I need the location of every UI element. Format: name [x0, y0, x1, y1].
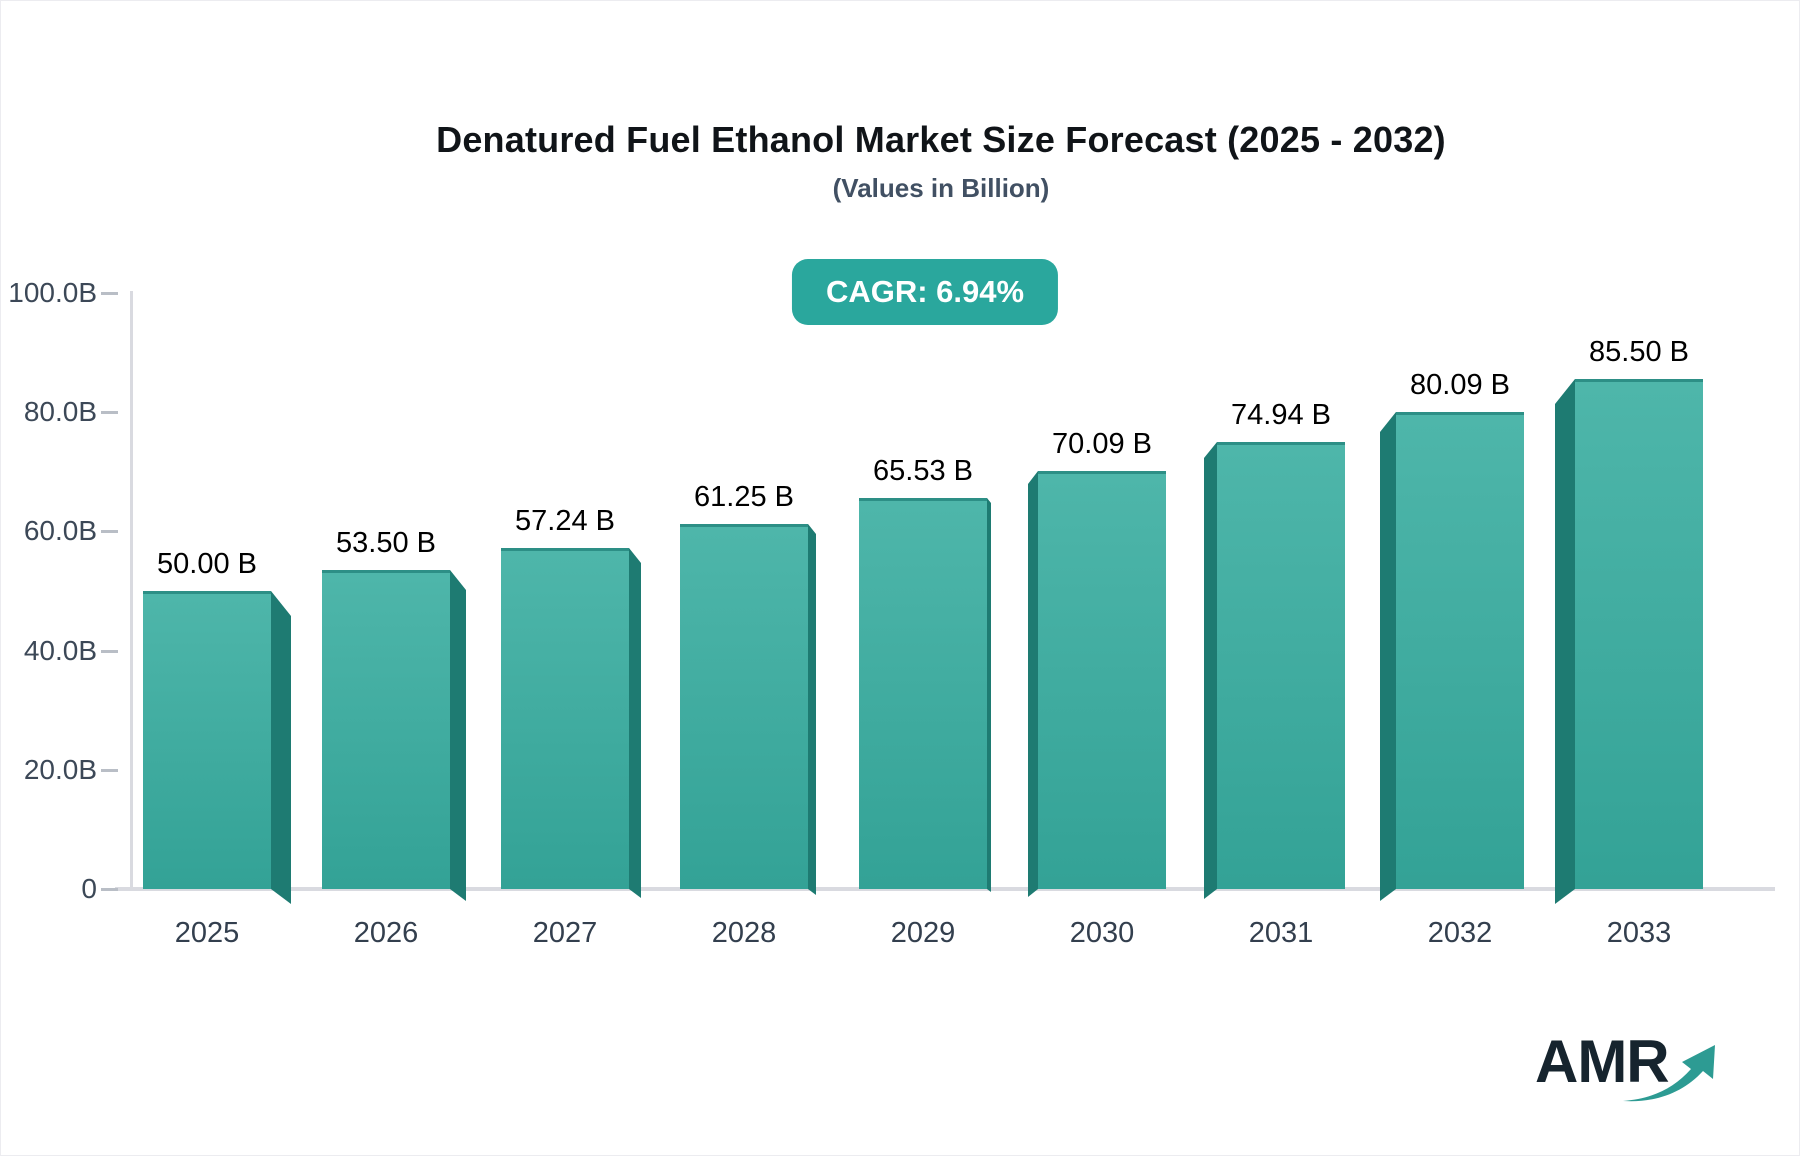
- x-axis-line: [115, 887, 1775, 891]
- x-tick-label: 2026: [353, 917, 419, 949]
- y-tick-label: 40.0B: [23, 634, 97, 666]
- bar-2028: [680, 524, 808, 889]
- bar-value-label: 65.53 B: [873, 455, 973, 487]
- y-tick-mark: [101, 411, 118, 415]
- y-tick-mark: [101, 888, 118, 891]
- cagr-badge: CAGR: 6.94%: [791, 259, 1059, 325]
- bar-2025: [143, 591, 271, 889]
- bar-side-face: [987, 498, 991, 892]
- bar-2026: [322, 570, 450, 889]
- bar-value-label: 74.94 B: [1231, 399, 1331, 431]
- bar-side-face: [808, 524, 816, 895]
- y-tick-mark: [101, 768, 118, 772]
- bar-value-label: 53.50 B: [336, 527, 436, 559]
- x-tick-label: 2032: [1427, 917, 1493, 949]
- bar-side-face: [1555, 379, 1575, 904]
- bar-2030: [1038, 471, 1166, 889]
- amr-logo-text: AMR: [1535, 1028, 1670, 1095]
- y-tick-mark: [101, 649, 118, 653]
- bar-2029: [859, 498, 987, 889]
- x-tick-label: 2028: [711, 917, 777, 949]
- growth-arrow-icon: [1623, 1045, 1715, 1102]
- x-tick-label: 2031: [1248, 917, 1314, 949]
- x-tick-label: 2029: [890, 917, 956, 949]
- bar-side-face: [629, 548, 641, 898]
- x-tick-label: 2033: [1606, 917, 1672, 949]
- bar-value-label: 70.09 B: [1052, 428, 1152, 460]
- bar-side-face: [271, 591, 291, 904]
- y-tick-label: 20.0B: [23, 753, 97, 785]
- y-tick-mark: [101, 530, 118, 534]
- y-tick-label: 0: [81, 873, 97, 904]
- bar-side-face: [450, 570, 466, 901]
- x-tick-label: 2027: [532, 917, 598, 949]
- x-tick-label: 2025: [174, 917, 240, 949]
- bar-value-label: 85.50 B: [1589, 336, 1689, 368]
- y-tick-label: 60.0B: [23, 515, 97, 547]
- chart-subtitle: (Values in Billion): [832, 173, 1050, 203]
- bar-value-label: 50.00 B: [157, 548, 257, 580]
- bar-value-label: 57.24 B: [515, 505, 615, 537]
- x-tick-label: 2030: [1069, 917, 1135, 949]
- y-tick-label: 80.0B: [23, 396, 97, 428]
- y-tick-mark: [101, 292, 118, 295]
- amr-logo: AMR: [1535, 1029, 1735, 1109]
- bar-2032: [1396, 412, 1524, 889]
- bar-value-label: 61.25 B: [694, 481, 794, 513]
- chart-title: Denatured Fuel Ethanol Market Size Forec…: [436, 119, 1446, 160]
- bar-2031: [1217, 442, 1345, 889]
- bar-side-face: [1028, 471, 1038, 897]
- bar-value-label: 80.09 B: [1410, 369, 1510, 401]
- bar-side-face: [1204, 442, 1217, 899]
- bar-2027: [501, 548, 629, 889]
- y-axis-line: [130, 291, 133, 889]
- y-tick-label: 100.0B: [8, 277, 97, 308]
- bar-2033: [1575, 379, 1703, 889]
- bar-side-face: [1380, 412, 1396, 901]
